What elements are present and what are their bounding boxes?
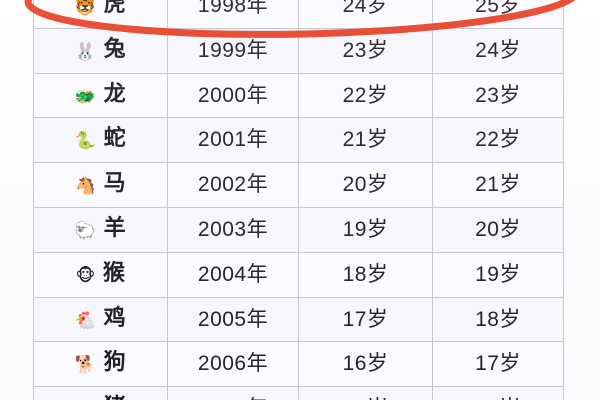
zodiac-animal-label: 马 bbox=[103, 170, 127, 196]
cell-birth-year: 2005年 bbox=[167, 296, 299, 343]
table-row: 🐰 兔 1999年 23岁 24岁 bbox=[33, 27, 564, 74]
zodiac-animal-label: 兔 bbox=[103, 35, 127, 61]
zodiac-animal-label: 猴 bbox=[102, 259, 126, 285]
zodiac-animal-icon: 🐵 bbox=[75, 265, 96, 286]
cell-zodiac-animal: 🐕 狗 bbox=[33, 341, 168, 388]
cell-age-nominal: 21岁 bbox=[432, 162, 564, 208]
cell-birth-year: 2004年 bbox=[167, 251, 299, 298]
cell-zodiac-animal: 🐲 龙 bbox=[33, 72, 168, 119]
table-row: 🐕 狗 2006年 16岁 17岁 bbox=[33, 341, 564, 388]
zodiac-animal-label: 龙 bbox=[103, 80, 127, 106]
table-row: 🐑 羊 2003年 19岁 20岁 bbox=[33, 206, 564, 253]
cell-birth-year: 2006年 bbox=[167, 341, 299, 388]
cell-birth-year: 1998年 bbox=[167, 0, 299, 29]
cell-age-actual: 15岁 bbox=[298, 386, 433, 400]
table-row: 🐔 鸡 2005年 17岁 18岁 bbox=[33, 296, 564, 343]
zodiac-animal-label: 虎 bbox=[103, 0, 127, 16]
cell-age-nominal: 25岁 bbox=[432, 0, 564, 29]
zodiac-animal-label: 鸡 bbox=[103, 304, 127, 330]
cell-zodiac-animal: 🐔 鸡 bbox=[33, 296, 168, 343]
cell-birth-year: 2007年 bbox=[167, 386, 299, 400]
cell-zodiac-animal: 🐯 虎 bbox=[33, 0, 168, 29]
cell-age-nominal: 16岁 bbox=[432, 386, 564, 400]
chinese-zodiac-age-table: 🐯 虎 1998年 24岁 25岁 🐰 兔 1999年 23岁 24岁 🐲 龙 2000年 22岁 23岁 🐍… bbox=[33, 0, 564, 400]
cell-age-actual: 23岁 bbox=[298, 27, 433, 74]
table-row: 🐵 猴 2004年 18岁 19岁 bbox=[33, 251, 564, 298]
table-row: 🐍 蛇 2001年 21岁 22岁 bbox=[33, 117, 564, 164]
cell-zodiac-animal: 🐷猪 bbox=[33, 386, 168, 400]
cell-birth-year: 2000年 bbox=[167, 72, 299, 119]
cell-age-actual: 22岁 bbox=[298, 72, 433, 119]
cell-birth-year: 2003年 bbox=[167, 206, 299, 253]
cell-birth-year: 2001年 bbox=[167, 117, 299, 164]
table-row: 🐴 马 2002年 20岁 21岁 bbox=[33, 162, 564, 208]
table-body: 🐯 虎 1998年 24岁 25岁 🐰 兔 1999年 23岁 24岁 🐲 龙 2000年 22岁 23岁 🐍… bbox=[33, 0, 564, 400]
cell-zodiac-animal: 🐍 蛇 bbox=[33, 117, 168, 164]
cell-age-actual: 19岁 bbox=[298, 206, 433, 253]
cell-age-actual: 24岁 bbox=[298, 0, 433, 29]
zodiac-animal-label: 羊 bbox=[103, 214, 127, 240]
cell-birth-year: 1999年 bbox=[167, 27, 299, 74]
zodiac-animal-icon: 🐴 bbox=[74, 176, 97, 197]
cell-age-nominal: 18岁 bbox=[432, 296, 564, 343]
zodiac-animal-icon: 🐯 bbox=[74, 0, 97, 17]
zodiac-animal-icon: 🐰 bbox=[74, 41, 97, 62]
cell-age-nominal: 23岁 bbox=[432, 72, 564, 119]
cell-zodiac-animal: 🐰 兔 bbox=[33, 27, 168, 74]
table-row: 🐷猪2007年15岁16岁 bbox=[33, 386, 564, 400]
zodiac-animal-label: 狗 bbox=[103, 349, 127, 375]
cell-zodiac-animal: 🐴 马 bbox=[33, 162, 168, 208]
table-row: 🐯 虎 1998年 24岁 25岁 bbox=[33, 0, 564, 29]
cell-age-actual: 20岁 bbox=[298, 162, 433, 208]
zodiac-animal-icon: 🐲 bbox=[74, 86, 97, 107]
cell-age-actual: 17岁 bbox=[298, 296, 433, 343]
cell-zodiac-animal: 🐑 羊 bbox=[33, 206, 168, 253]
cell-age-actual: 18岁 bbox=[298, 251, 433, 298]
cell-birth-year: 2002年 bbox=[167, 162, 299, 208]
cell-age-nominal: 24岁 bbox=[432, 27, 564, 74]
cell-age-actual: 16岁 bbox=[298, 341, 433, 388]
cell-age-nominal: 20岁 bbox=[432, 206, 564, 253]
cell-age-nominal: 22岁 bbox=[432, 117, 564, 164]
cell-age-actual: 21岁 bbox=[298, 117, 433, 164]
zodiac-animal-icon: 🐑 bbox=[74, 220, 97, 241]
cell-age-nominal: 19岁 bbox=[432, 251, 564, 298]
zodiac-animal-label: 蛇 bbox=[103, 125, 127, 151]
table-row: 🐲 龙 2000年 22岁 23岁 bbox=[33, 72, 564, 119]
zodiac-animal-icon: 🐕 bbox=[74, 355, 97, 376]
cell-age-nominal: 17岁 bbox=[432, 341, 564, 388]
cell-zodiac-animal: 🐵 猴 bbox=[33, 251, 168, 298]
zodiac-animal-label: 猪 bbox=[104, 394, 127, 400]
zodiac-animal-icon: 🐔 bbox=[74, 310, 97, 331]
zodiac-animal-icon: 🐍 bbox=[74, 131, 97, 152]
